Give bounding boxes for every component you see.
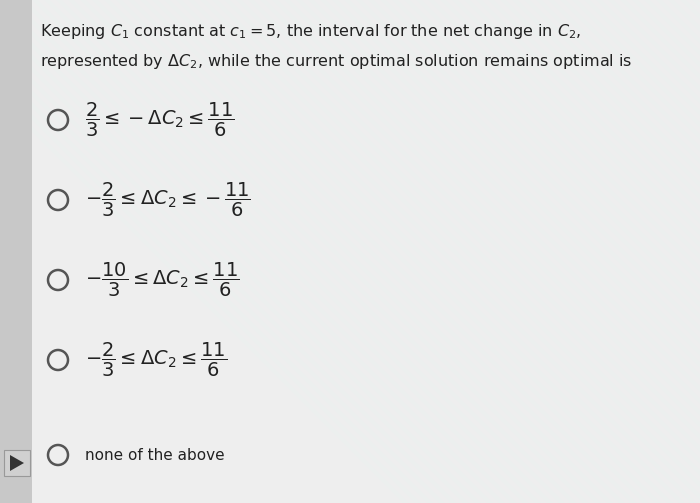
- Polygon shape: [0, 0, 421, 503]
- Polygon shape: [212, 0, 700, 503]
- Polygon shape: [260, 0, 700, 503]
- Polygon shape: [32, 0, 541, 503]
- Polygon shape: [452, 0, 700, 503]
- Text: represented by $\Delta C_2$, while the current optimal solution remains optimal : represented by $\Delta C_2$, while the c…: [40, 52, 633, 71]
- Polygon shape: [668, 0, 700, 503]
- Polygon shape: [0, 0, 433, 503]
- Polygon shape: [584, 0, 700, 503]
- Text: $-\dfrac{10}{3} \leq \Delta C_2 \leq \dfrac{11}{6}$: $-\dfrac{10}{3} \leq \Delta C_2 \leq \df…: [85, 261, 239, 299]
- Polygon shape: [188, 0, 697, 503]
- Polygon shape: [20, 0, 529, 503]
- FancyBboxPatch shape: [4, 450, 30, 476]
- Polygon shape: [0, 0, 505, 503]
- Polygon shape: [380, 0, 700, 503]
- Polygon shape: [560, 0, 700, 503]
- Polygon shape: [356, 0, 700, 503]
- Polygon shape: [368, 0, 700, 503]
- Polygon shape: [620, 0, 700, 503]
- Polygon shape: [56, 0, 565, 503]
- Polygon shape: [80, 0, 589, 503]
- Polygon shape: [416, 0, 700, 503]
- Polygon shape: [140, 0, 649, 503]
- Polygon shape: [692, 0, 700, 503]
- Text: none of the above: none of the above: [85, 448, 225, 462]
- Polygon shape: [308, 0, 700, 503]
- Polygon shape: [128, 0, 637, 503]
- Polygon shape: [680, 0, 700, 503]
- Polygon shape: [152, 0, 661, 503]
- Polygon shape: [548, 0, 700, 503]
- Polygon shape: [476, 0, 700, 503]
- Polygon shape: [644, 0, 700, 503]
- Polygon shape: [596, 0, 700, 503]
- Polygon shape: [524, 0, 700, 503]
- Polygon shape: [320, 0, 700, 503]
- Polygon shape: [44, 0, 553, 503]
- Polygon shape: [116, 0, 625, 503]
- Polygon shape: [284, 0, 700, 503]
- Bar: [0, 0, 32, 503]
- Polygon shape: [0, 0, 469, 503]
- Polygon shape: [0, 0, 493, 503]
- Polygon shape: [272, 0, 700, 503]
- Polygon shape: [0, 0, 445, 503]
- Polygon shape: [200, 0, 700, 503]
- Polygon shape: [296, 0, 700, 503]
- Polygon shape: [440, 0, 700, 503]
- Polygon shape: [0, 0, 409, 503]
- Polygon shape: [464, 0, 700, 503]
- Text: $-\dfrac{2}{3} \leq \Delta C_2 \leq -\dfrac{11}{6}$: $-\dfrac{2}{3} \leq \Delta C_2 \leq -\df…: [85, 181, 251, 219]
- Polygon shape: [0, 0, 457, 503]
- Polygon shape: [512, 0, 700, 503]
- Polygon shape: [164, 0, 673, 503]
- Text: $\dfrac{2}{3} \leq -\Delta C_2 \leq \dfrac{11}{6}$: $\dfrac{2}{3} \leq -\Delta C_2 \leq \dfr…: [85, 101, 234, 139]
- Polygon shape: [332, 0, 700, 503]
- Polygon shape: [608, 0, 700, 503]
- Polygon shape: [428, 0, 700, 503]
- Polygon shape: [8, 0, 517, 503]
- Text: Keeping $C_1$ constant at $c_1=5$, the interval for the net change in $C_2$,: Keeping $C_1$ constant at $c_1=5$, the i…: [40, 22, 581, 41]
- Polygon shape: [104, 0, 613, 503]
- Polygon shape: [500, 0, 700, 503]
- Polygon shape: [656, 0, 700, 503]
- Polygon shape: [92, 0, 601, 503]
- Polygon shape: [10, 455, 24, 471]
- Polygon shape: [392, 0, 700, 503]
- Polygon shape: [236, 0, 700, 503]
- Polygon shape: [572, 0, 700, 503]
- Polygon shape: [344, 0, 700, 503]
- Polygon shape: [248, 0, 700, 503]
- Polygon shape: [632, 0, 700, 503]
- Polygon shape: [488, 0, 700, 503]
- Text: $-\dfrac{2}{3} \leq \Delta C_2 \leq \dfrac{11}{6}$: $-\dfrac{2}{3} \leq \Delta C_2 \leq \dfr…: [85, 341, 227, 379]
- Polygon shape: [0, 0, 481, 503]
- Polygon shape: [224, 0, 700, 503]
- Polygon shape: [536, 0, 700, 503]
- Polygon shape: [176, 0, 685, 503]
- Polygon shape: [404, 0, 700, 503]
- Polygon shape: [68, 0, 577, 503]
